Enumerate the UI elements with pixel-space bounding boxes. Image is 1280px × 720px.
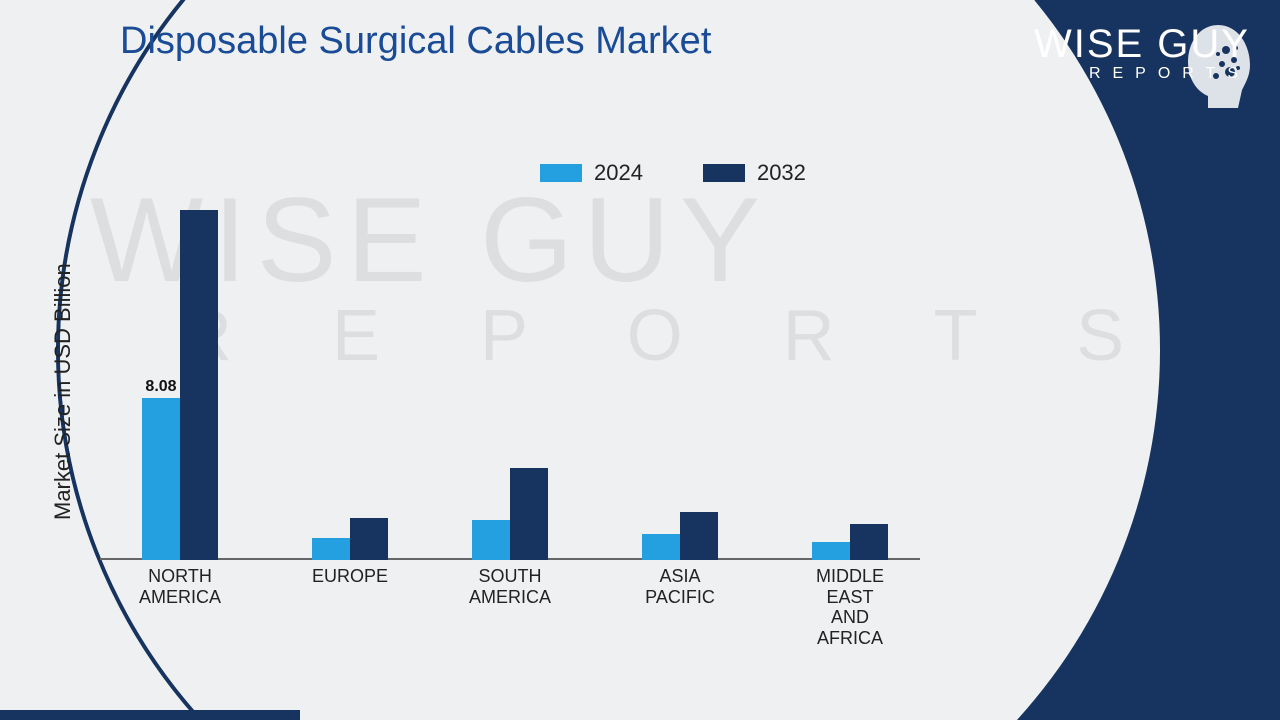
- bar: [180, 210, 218, 560]
- category-label: MIDDLEEASTANDAFRICA: [770, 560, 930, 649]
- bar-group: MIDDLEEASTANDAFRICA: [790, 524, 910, 560]
- legend-swatch-2024: [540, 164, 582, 182]
- bar: [142, 398, 180, 560]
- brand-logo: WISE GUY REPORTS: [1034, 22, 1250, 83]
- chart-title: Disposable Surgical Cables Market: [120, 20, 711, 63]
- brand-line1: WISE GUY: [1034, 22, 1250, 67]
- bar-group: SOUTHAMERICA: [450, 468, 570, 560]
- bar: [680, 512, 718, 560]
- category-label: EUROPE: [270, 560, 430, 587]
- category-label: NORTHAMERICA: [100, 560, 260, 607]
- stage: WISE GUY R E P O R T S Disposable Surgic…: [0, 0, 1280, 720]
- legend-swatch-2032: [703, 164, 745, 182]
- bar-group: ASIAPACIFIC: [620, 512, 740, 560]
- y-axis-label: Market Size in USD Billion: [50, 263, 76, 520]
- bar: [510, 468, 548, 560]
- brand-line2: REPORTS: [1034, 65, 1250, 83]
- bar-group: 8.08NORTHAMERICA: [120, 210, 240, 560]
- bar: [472, 520, 510, 560]
- legend-label-2024: 2024: [594, 160, 643, 186]
- legend-label-2032: 2032: [757, 160, 806, 186]
- bar-value-label: 8.08: [142, 378, 180, 396]
- category-label: SOUTHAMERICA: [430, 560, 590, 607]
- bar: [642, 534, 680, 560]
- bar: [812, 542, 850, 560]
- bar-chart: 8.08NORTHAMERICA EUROPE SOUTHAMERICA ASIAPA…: [100, 200, 920, 560]
- legend-item-2032: 2032: [703, 160, 806, 186]
- bar: [850, 524, 888, 560]
- legend-item-2024: 2024: [540, 160, 643, 186]
- bar-group: EUROPE: [290, 518, 410, 560]
- category-label: ASIAPACIFIC: [600, 560, 760, 607]
- legend: 2024 2032: [540, 160, 806, 186]
- bottom-accent-bar: [0, 710, 300, 720]
- bar: [350, 518, 388, 560]
- bar: [312, 538, 350, 560]
